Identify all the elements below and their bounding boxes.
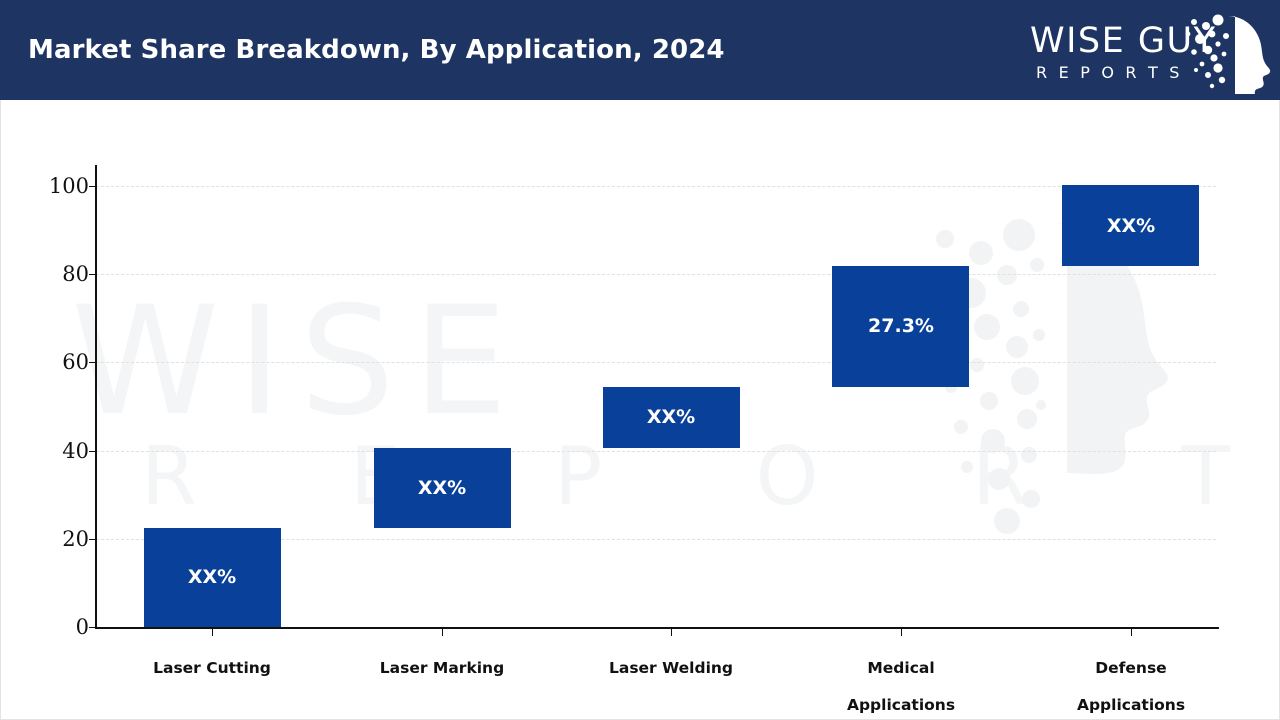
xtick-label-laser-cutting: Laser Cutting	[153, 640, 271, 677]
gridline-40	[96, 451, 1216, 452]
plot-area: 100 80 60 40 20 0 XX% XX% XX% 27.3% XX%	[1, 100, 1279, 719]
y-axis-spine	[95, 165, 97, 628]
ytick-mark-20	[89, 539, 96, 540]
bar-laser-marking[interactable]	[374, 448, 511, 528]
xtick-label-line2: Applications	[1076, 695, 1186, 714]
bar-defense-applications[interactable]	[1062, 185, 1199, 266]
page-title: Market Share Breakdown, By Application, …	[28, 35, 725, 65]
ytick-mark-0	[89, 627, 96, 628]
gridline-60	[96, 362, 1216, 363]
xtick-mark-laser-welding	[671, 628, 672, 636]
xtick-label-line1: Laser Marking	[379, 658, 505, 677]
xtick-mark-defense-applications	[1131, 628, 1132, 636]
ytick-label-20: 20	[62, 527, 89, 551]
page-header: Market Share Breakdown, By Application, …	[0, 0, 1280, 100]
ytick-label-40: 40	[62, 439, 89, 463]
gridline-100	[96, 186, 1216, 187]
logo-secondary-text: R E P O R T S	[1036, 63, 1183, 82]
xtick-label-defense-applications: Defense Applications	[1077, 640, 1185, 714]
x-axis-spine	[95, 627, 1219, 629]
xtick-label-line1: Defense	[1095, 658, 1167, 677]
bar-medical-applications[interactable]	[832, 266, 969, 387]
logo-primary-text: WISE GUY	[1030, 21, 1217, 61]
xtick-mark-laser-cutting	[212, 628, 213, 636]
ytick-mark-100	[89, 186, 96, 187]
logo-head-profile-icon	[1185, 14, 1271, 94]
xtick-label-line1: Medical	[867, 658, 935, 677]
xtick-label-line2: Applications	[846, 695, 956, 714]
ytick-label-60: 60	[62, 350, 89, 374]
xtick-label-line1: Laser Welding	[608, 658, 734, 677]
xtick-label-medical-applications: Medical Applications	[847, 640, 955, 714]
xtick-mark-medical-applications	[901, 628, 902, 636]
ytick-label-80: 80	[62, 262, 89, 286]
gridline-80	[96, 274, 1216, 275]
bar-laser-welding[interactable]	[603, 387, 740, 448]
xtick-label-laser-marking: Laser Marking	[380, 640, 504, 677]
chart-canvas: WISE R E P O R T S	[0, 100, 1280, 720]
xtick-mark-laser-marking	[442, 628, 443, 636]
ytick-label-100: 100	[48, 174, 89, 198]
gridline-20	[96, 539, 1216, 540]
ytick-mark-80	[89, 274, 96, 275]
ytick-mark-60	[89, 362, 96, 363]
xtick-label-laser-welding: Laser Welding	[609, 640, 733, 677]
ytick-label-0: 0	[75, 615, 89, 639]
ytick-mark-40	[89, 451, 96, 452]
bar-laser-cutting[interactable]	[144, 528, 281, 627]
xtick-label-line1: Laser Cutting	[153, 658, 271, 677]
wise-guy-reports-logo: WISE GUY R E P O R T S	[1030, 14, 1271, 94]
